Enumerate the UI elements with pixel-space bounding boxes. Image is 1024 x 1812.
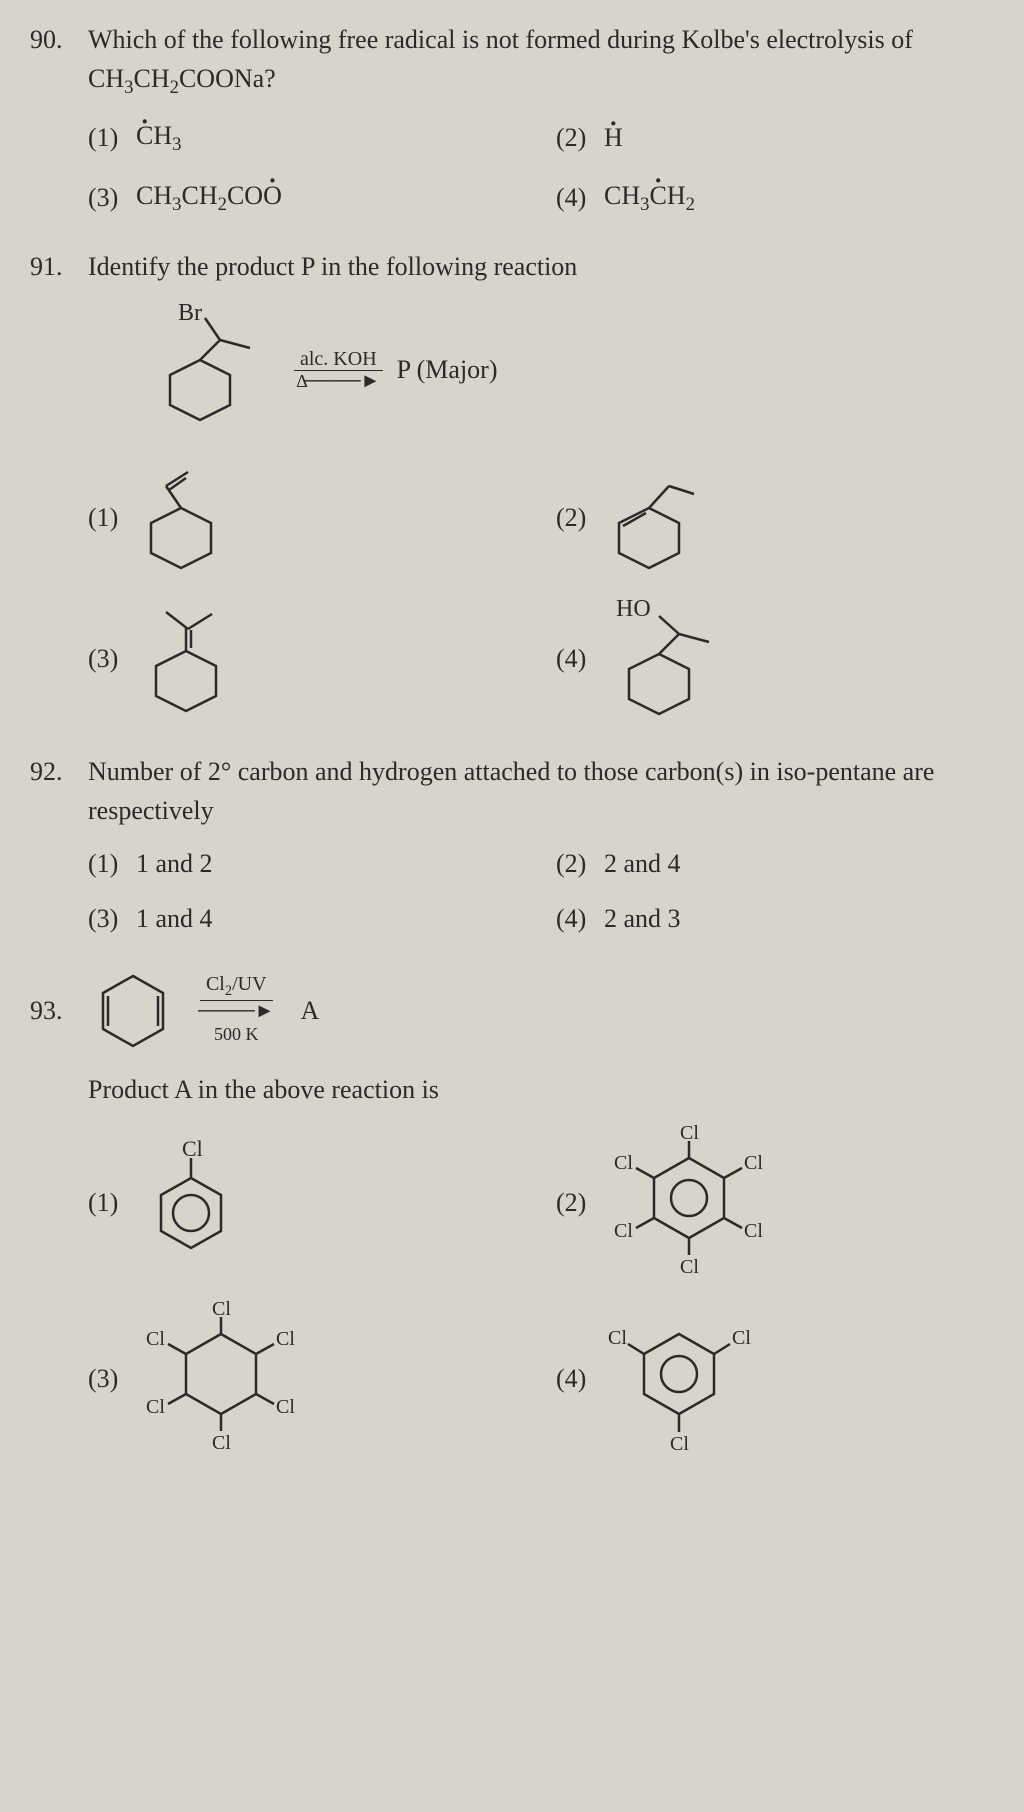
q93-options: (1) Cl (2) [30,1123,994,1459]
q92-opt1-text: 1 and 2 [136,844,213,883]
q90-opt3-num: (3) [88,178,126,217]
q92-opt3-text: 1 and 4 [136,899,213,938]
q90-opt4-num: (4) [556,178,594,217]
q93-row1: 93. Cl2/UV ────► 500 K A [30,966,994,1056]
question-93: 93. Cl2/UV ────► 500 K A Product A in th… [30,966,994,1459]
q93-reagent-top: Cl2/UV [200,974,273,1000]
q93-number: 93. [30,991,76,1030]
q90-opt1-num: (1) [88,118,126,157]
q90-options: (1) CH3 (2) H (3) CH3CH2COO (4) CH3CH2 [30,116,994,219]
question-90: 90. Which of the following free radical … [30,20,994,219]
q90-opt3-formula: CH3CH2COO [136,176,282,219]
q92-opt1-num: (1) [88,844,126,883]
ho-label: HO [616,596,651,622]
svg-text:Cl: Cl [614,1220,633,1242]
q91-opt3-num: (3) [88,639,126,678]
q91-stem: Identify the product P in the following … [88,247,577,286]
q92-opt2-text: 2 and 4 [604,844,681,883]
svg-text:Cl: Cl [680,1256,699,1278]
svg-text:Cl: Cl [614,1152,633,1174]
q93-reagent-bottom: 500 K [214,1021,259,1048]
q91-opt1-num: (1) [88,498,126,537]
svg-text:Cl: Cl [670,1433,689,1454]
svg-text:Cl: Cl [212,1432,231,1454]
q91-options: (1) (2) [30,458,994,724]
q93-opt3-structure: Cl Cl Cl Cl Cl Cl [136,1299,306,1459]
question-92: 92. Number of 2° carbon and hydrogen att… [30,752,994,938]
q93-product-var: A [300,991,319,1030]
q91-opt1-structure [136,458,236,578]
q93-option-1: (1) Cl [88,1138,526,1268]
q92-option-4: (4) 2 and 3 [556,899,994,938]
q91-reagent-bottom: Δ [296,372,308,390]
svg-text:Cl: Cl [608,1327,627,1349]
svg-text:Cl: Cl [212,1299,231,1320]
q90-opt2-formula: H [604,118,623,157]
q92-opt2-num: (2) [556,844,594,883]
q91-opt2-num: (2) [556,498,594,537]
q90-option-3: (3) CH3CH2COO [88,176,526,219]
q90-option-1: (1) CH3 [88,116,526,159]
q91-option-1: (1) [88,458,526,578]
q91-option-2: (2) [556,458,994,578]
q90-stem: Which of the following free radical is n… [88,20,994,102]
q91-opt3-structure [136,596,246,721]
svg-text:Cl: Cl [276,1396,295,1418]
q90-opt1-formula: CH3 [136,116,181,159]
q92-option-1: (1) 1 and 2 [88,844,526,883]
svg-text:Cl: Cl [146,1328,165,1350]
q92-option-3: (3) 1 and 4 [88,899,526,938]
q93-opt1-structure: Cl [136,1138,246,1268]
svg-text:Cl: Cl [680,1123,699,1144]
q91-opt4-num: (4) [556,639,594,678]
q93-arrow: Cl2/UV ────► 500 K [198,974,274,1047]
q92-option-2: (2) 2 and 4 [556,844,994,883]
q90-stem-row: 90. Which of the following free radical … [30,20,994,102]
q91-reactant-structure: Br [150,300,280,440]
q92-number: 92. [30,752,76,791]
q93-option-4: (4) Cl Cl Cl [556,1304,994,1454]
q91-option-4: (4) HO [556,594,994,724]
q90-opt4-formula: CH3CH2 [604,176,695,219]
q90-number: 90. [30,20,76,59]
q92-stem-row: 92. Number of 2° carbon and hydrogen att… [30,752,994,830]
q91-number: 91. [30,247,76,286]
q93-stem2: Product A in the above reaction is [30,1070,994,1109]
q91-arrow: alc. KOH Δ────► [294,349,383,391]
q93-opt4-structure: Cl Cl Cl [604,1304,754,1454]
svg-text:Cl: Cl [732,1327,751,1349]
svg-text:Cl: Cl [744,1220,763,1242]
br-label: Br [178,300,202,326]
q91-reaction: Br alc. KOH Δ────► P (Major) [30,300,994,440]
q93-option-2: (2) Cl Cl Cl Cl [556,1123,994,1283]
svg-text:Cl: Cl [182,1138,203,1161]
question-91: 91. Identify the product P in the follow… [30,247,994,724]
q93-opt3-num: (3) [88,1359,126,1398]
svg-text:Cl: Cl [744,1152,763,1174]
q91-reagent-top: alc. KOH [294,349,383,371]
q92-opt4-text: 2 and 3 [604,899,681,938]
q91-option-3: (3) [88,596,526,721]
q93-option-3: (3) Cl Cl Cl Cl Cl [88,1299,526,1459]
q91-opt4-structure: HO [604,594,734,724]
q93-opt4-num: (4) [556,1359,594,1398]
q92-opt4-num: (4) [556,899,594,938]
q92-options: (1) 1 and 2 (2) 2 and 4 (3) 1 and 4 (4) … [30,844,994,938]
q90-option-4: (4) CH3CH2 [556,176,994,219]
q90-opt2-num: (2) [556,118,594,157]
q93-opt2-num: (2) [556,1183,594,1222]
q93-opt1-num: (1) [88,1183,126,1222]
q90-option-2: (2) H [556,118,994,157]
q93-opt2-structure: Cl Cl Cl Cl Cl Cl [604,1123,774,1283]
q92-stem: Number of 2° carbon and hydrogen attache… [88,752,994,830]
svg-text:Cl: Cl [276,1328,295,1350]
q93-reactant-structure [88,966,178,1056]
q92-opt3-num: (3) [88,899,126,938]
q91-opt2-structure [604,458,704,578]
q91-product-label: P (Major) [397,350,498,389]
q91-stem-row: 91. Identify the product P in the follow… [30,247,994,286]
svg-text:Cl: Cl [146,1396,165,1418]
